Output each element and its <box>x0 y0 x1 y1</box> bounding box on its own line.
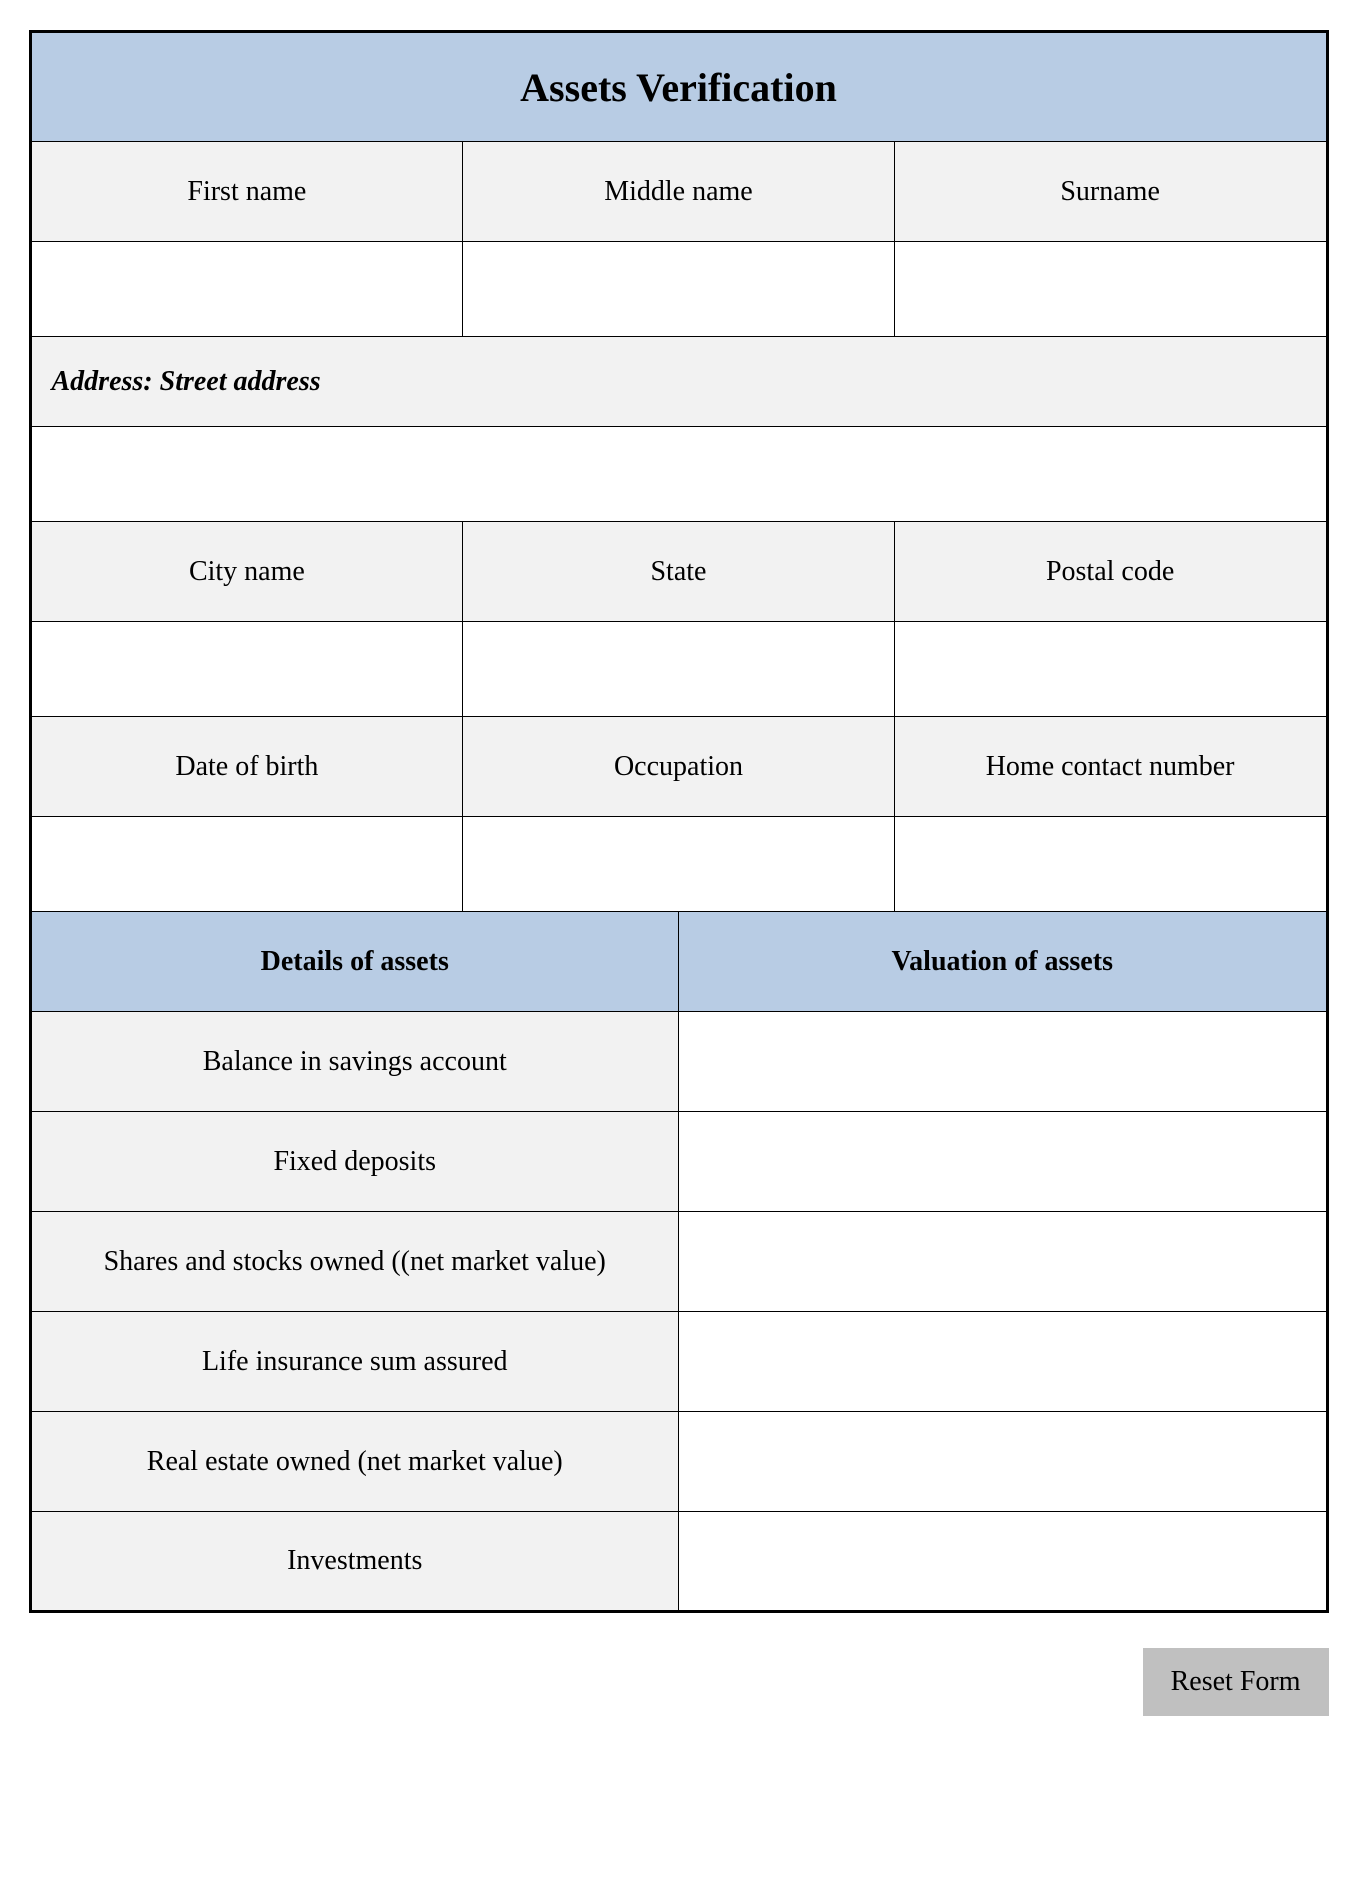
reset-button[interactable]: Reset Form <box>1143 1648 1329 1716</box>
postal-label: Postal code <box>894 522 1327 622</box>
asset-row-0-input[interactable] <box>679 1037 1326 1087</box>
dob-label: Date of birth <box>30 717 463 817</box>
asset-row-0-value-cell <box>678 1012 1327 1112</box>
occupation-cell <box>463 817 894 912</box>
dob-input[interactable] <box>32 817 463 911</box>
form-container: Assets Verification First name Middle na… <box>29 30 1329 1716</box>
asset-row-5-label: Investments <box>30 1512 678 1612</box>
city-label: City name <box>30 522 463 622</box>
street-address-label: Address: Street address <box>30 337 1327 427</box>
asset-row-3-value-cell <box>678 1312 1327 1412</box>
asset-row-3-input[interactable] <box>679 1337 1326 1387</box>
state-cell <box>463 622 894 717</box>
reset-wrapper: Reset Form <box>29 1648 1329 1716</box>
dob-cell <box>30 817 463 912</box>
asset-row-5-input[interactable] <box>679 1536 1326 1586</box>
contact-label: Home contact number <box>894 717 1327 817</box>
assets-verification-table: Assets Verification First name Middle na… <box>29 30 1329 1613</box>
first-name-input[interactable] <box>32 242 463 336</box>
asset-row-1-value-cell <box>678 1112 1327 1212</box>
contact-input[interactable] <box>895 817 1326 911</box>
state-label: State <box>463 522 894 622</box>
details-header: Details of assets <box>30 912 678 1012</box>
asset-row-2-input[interactable] <box>679 1237 1326 1287</box>
asset-row-5-value-cell <box>678 1512 1327 1612</box>
city-input[interactable] <box>32 622 463 716</box>
state-input[interactable] <box>463 622 893 716</box>
postal-cell <box>894 622 1327 717</box>
asset-row-0-label: Balance in savings account <box>30 1012 678 1112</box>
middle-name-label: Middle name <box>463 142 894 242</box>
asset-row-1-label: Fixed deposits <box>30 1112 678 1212</box>
form-title: Assets Verification <box>30 32 1327 142</box>
first-name-cell <box>30 242 463 337</box>
street-address-cell <box>30 427 1327 522</box>
asset-row-2-label: Shares and stocks owned ((net market val… <box>30 1212 678 1312</box>
contact-cell <box>894 817 1327 912</box>
surname-cell <box>894 242 1327 337</box>
surname-label: Surname <box>894 142 1327 242</box>
postal-input[interactable] <box>895 622 1326 716</box>
asset-row-1-input[interactable] <box>679 1137 1326 1187</box>
middle-name-input[interactable] <box>463 242 893 336</box>
asset-row-2-value-cell <box>678 1212 1327 1312</box>
occupation-input[interactable] <box>463 817 893 911</box>
asset-row-4-input[interactable] <box>679 1437 1326 1487</box>
street-address-input[interactable] <box>32 427 1326 521</box>
city-cell <box>30 622 463 717</box>
asset-row-4-value-cell <box>678 1412 1327 1512</box>
first-name-label: First name <box>30 142 463 242</box>
middle-name-cell <box>463 242 894 337</box>
occupation-label: Occupation <box>463 717 894 817</box>
valuation-header: Valuation of assets <box>678 912 1327 1012</box>
asset-row-3-label: Life insurance sum assured <box>30 1312 678 1412</box>
asset-row-4-label: Real estate owned (net market value) <box>30 1412 678 1512</box>
surname-input[interactable] <box>895 242 1326 336</box>
